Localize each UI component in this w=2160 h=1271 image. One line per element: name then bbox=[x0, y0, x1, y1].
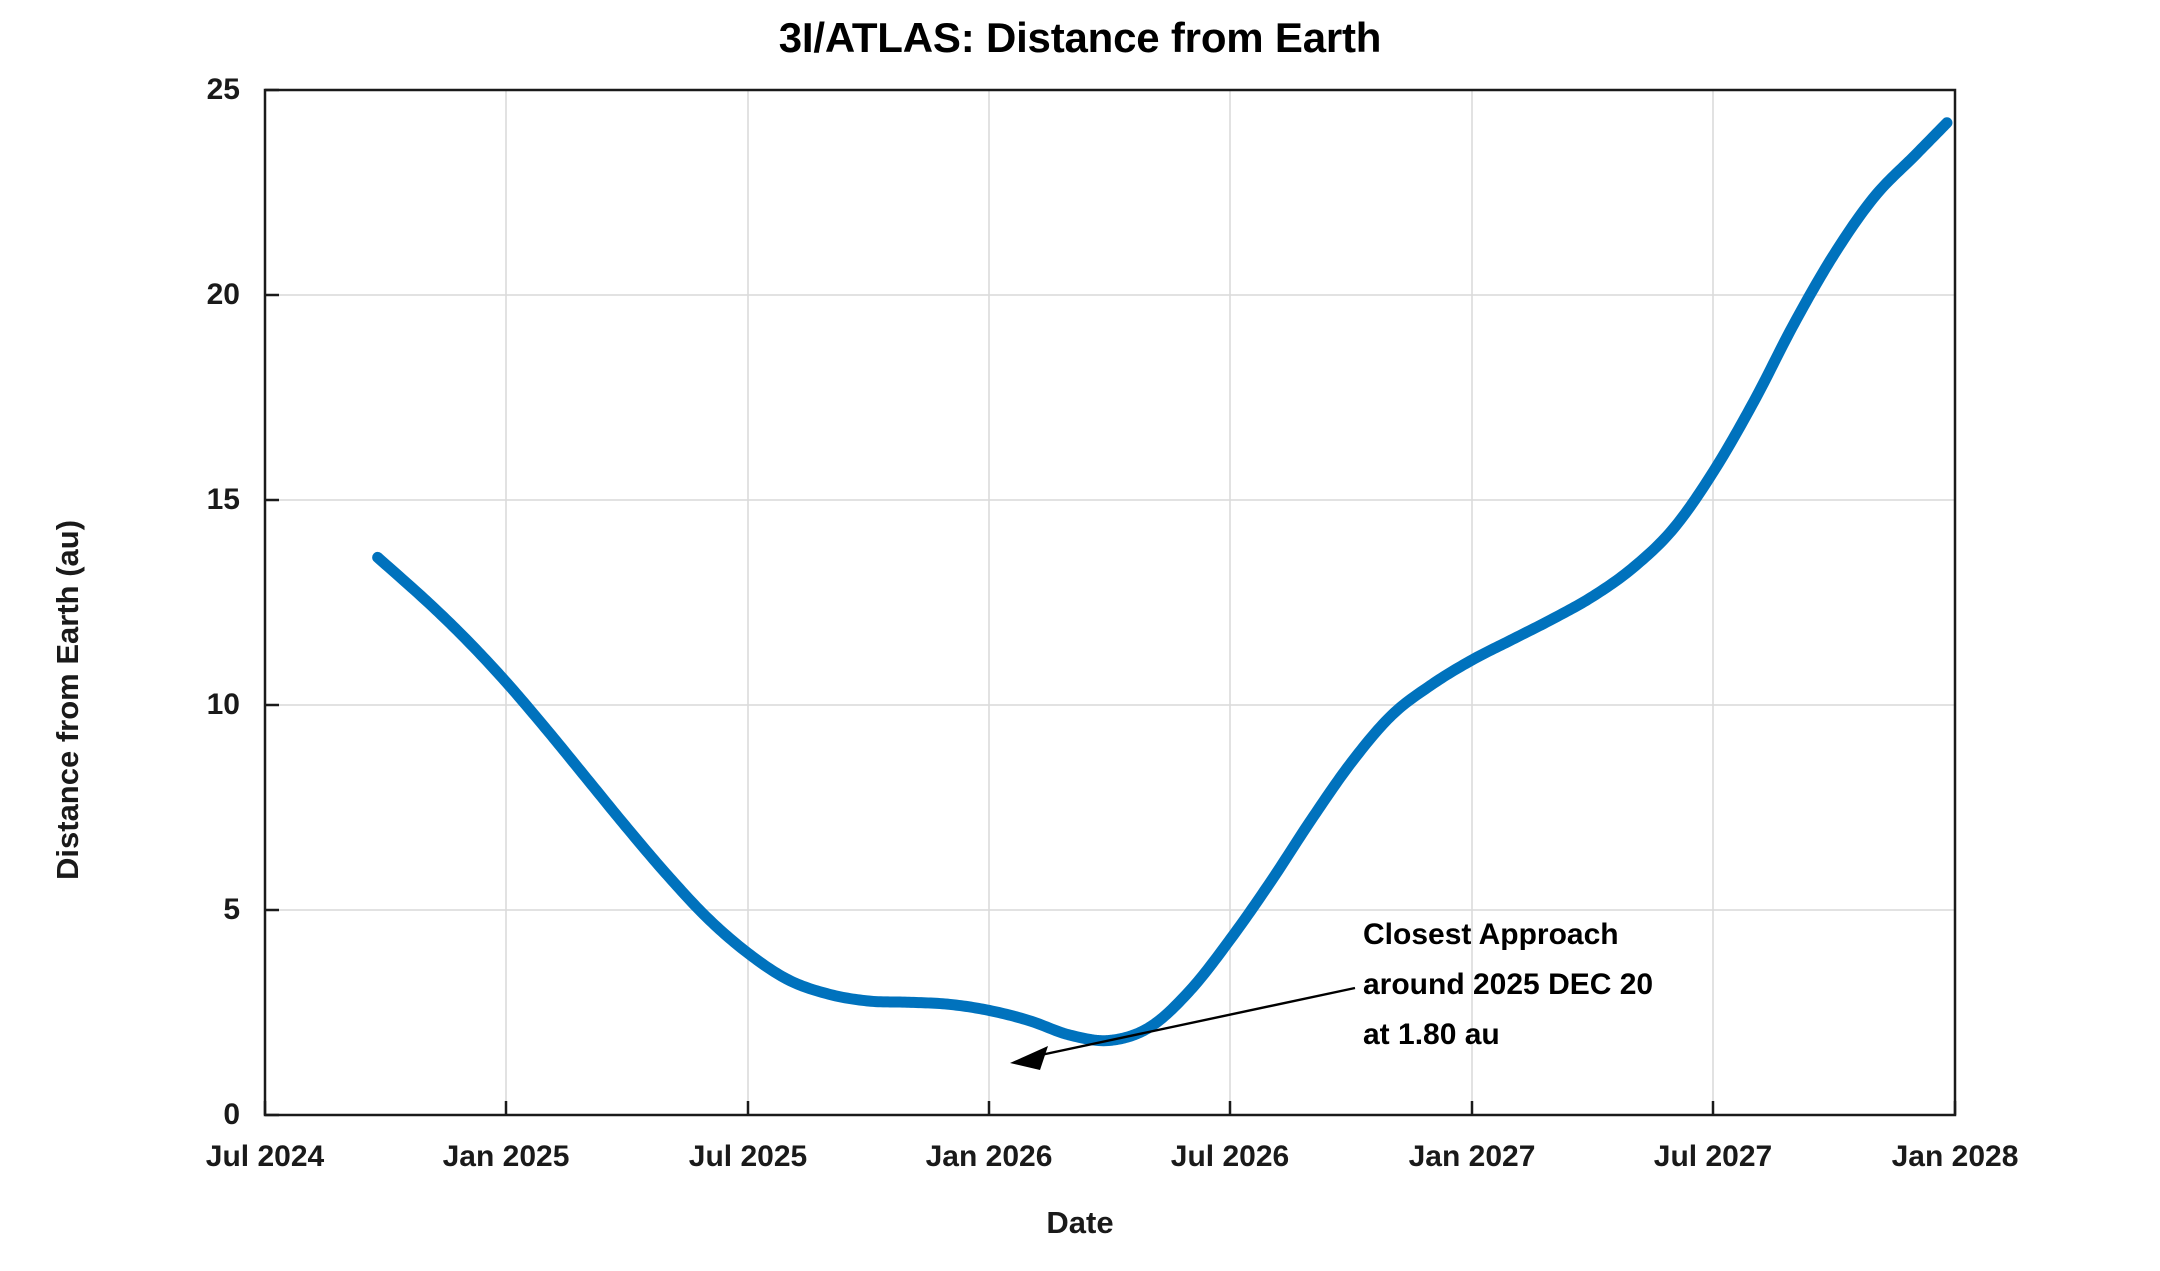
data-series-distance bbox=[372, 117, 1953, 1047]
x-tick-label-jan-2025: Jan 2025 bbox=[442, 1140, 570, 1173]
x-tick-marks bbox=[263, 1101, 1957, 1115]
y-tick-label-15: 15 bbox=[206, 483, 240, 516]
annotation-line-3: at 1.80 au bbox=[1363, 1018, 1500, 1051]
x-tick-label-jan-2027: Jan 2027 bbox=[1408, 1140, 1536, 1173]
axes-box bbox=[263, 88, 1957, 1117]
y-axis-label: Distance from Earth (au) bbox=[50, 519, 85, 880]
x-tick-label-jan-2026: Jan 2026 bbox=[925, 1140, 1053, 1173]
x-axis-label: Date bbox=[1046, 1205, 1114, 1240]
y-tick-label-20: 20 bbox=[206, 278, 240, 311]
y-tick-label-25: 25 bbox=[206, 73, 240, 106]
y-tick-label-10: 10 bbox=[206, 688, 240, 721]
plot-background bbox=[265, 90, 1955, 1115]
x-tick-label-jan-2028: Jan 2028 bbox=[1891, 1140, 2019, 1173]
x-tick-label-jul-2025: Jul 2025 bbox=[688, 1140, 808, 1173]
x-tick-label-jul-2024: Jul 2024 bbox=[205, 1140, 325, 1173]
annotation-arrow bbox=[1010, 986, 1356, 1070]
x-tick-label-jul-2027: Jul 2027 bbox=[1653, 1140, 1773, 1173]
grid-horizontal bbox=[265, 294, 1955, 911]
y-tick-marks bbox=[265, 88, 279, 1117]
annotation-line-1: Closest Approach bbox=[1363, 918, 1619, 951]
annotation-line-2: around 2025 DEC 20 bbox=[1363, 968, 1654, 1001]
page-title: 3I/ATLAS: Distance from Earth bbox=[778, 14, 1382, 61]
y-tick-label-0: 0 bbox=[223, 1098, 240, 1131]
grid-vertical bbox=[505, 90, 1714, 1115]
y-tick-label-5: 5 bbox=[223, 893, 240, 926]
x-tick-label-jul-2026: Jul 2026 bbox=[1170, 1140, 1290, 1173]
